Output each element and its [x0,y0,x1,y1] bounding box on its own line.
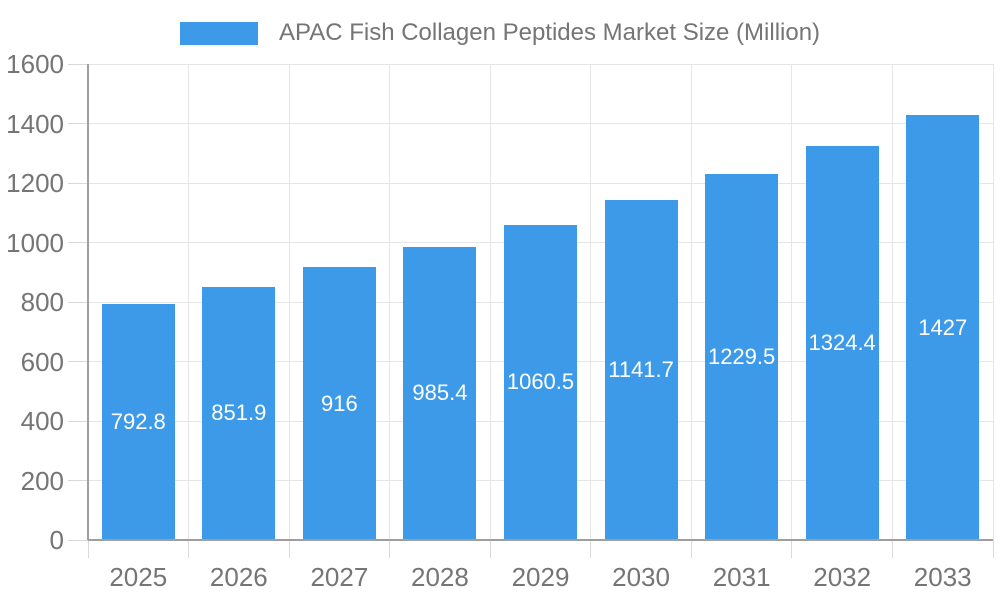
bar-value-label: 792.8 [110,409,166,435]
gridline-vertical [288,64,290,540]
y-tick-label: 400 [20,406,64,436]
gridline-horizontal [88,182,993,184]
bar [705,174,779,539]
x-tick-label: 2027 [310,562,369,592]
bar [202,286,276,539]
y-axis-line [87,64,89,540]
gridline-vertical [389,64,391,540]
x-tick-label: 2033 [913,562,972,592]
y-axis-tick [68,182,88,184]
x-axis-tick [590,540,592,558]
gridline-vertical [992,64,994,540]
y-tick-label: 1000 [6,227,64,258]
bar-value-label: 851.9 [211,400,267,426]
gridline-vertical [791,64,793,540]
bar-value-label: 1060.5 [506,369,575,395]
x-axis-tick [389,540,391,558]
bar [101,304,175,539]
y-axis-tick [68,242,88,243]
bar-value-label: 985.4 [412,380,468,406]
bar [805,145,879,539]
y-axis-tick [68,63,88,65]
bar-value-label: 1427 [918,314,968,340]
x-axis-tick [87,540,89,558]
x-axis-tick [489,540,491,558]
x-axis-tick [690,540,692,558]
gridline-horizontal [88,123,993,124]
y-tick-label: 200 [20,465,64,496]
gridline-vertical [188,64,190,540]
bar [504,224,577,539]
gridline-horizontal [88,63,993,65]
y-axis-tick [68,301,88,303]
bar [403,246,477,539]
bar [302,267,376,539]
y-tick-label: 1200 [6,168,64,198]
bar-value-label: 1229.5 [707,344,776,370]
y-axis-tick [68,539,88,541]
x-tick-label: 2029 [511,562,570,592]
gridline-vertical [590,64,592,540]
bar-value-label: 916 [321,390,358,416]
y-tick-label: 1600 [6,49,64,79]
bar [604,200,678,539]
x-tick-label: 2032 [813,562,872,592]
y-axis-tick [68,123,88,124]
y-axis-tick [68,420,88,422]
legend-swatch-icon[interactable] [179,21,258,45]
gridline-vertical [690,64,692,540]
bar-value-label: 1141.7 [608,357,674,383]
x-axis-tick [891,540,893,558]
y-tick-label: 0 [49,525,64,555]
bar-value-label: 1324.4 [808,329,876,355]
x-tick-label: 2026 [209,562,268,592]
x-axis-tick [288,540,290,558]
y-tick-label: 1400 [6,108,64,139]
x-axis-tick [188,540,190,558]
y-axis-tick [68,361,88,362]
y-axis-tick [68,480,88,481]
x-tick-label: 2025 [109,562,168,592]
legend[interactable]: APAC Fish Collagen Peptides Market Size … [0,19,1000,47]
x-tick-label: 2028 [411,562,469,592]
gridline-vertical [891,64,893,540]
x-tick-label: 2031 [712,562,771,592]
x-axis-tick [992,540,994,558]
gridline-vertical [489,64,491,540]
y-tick-label: 800 [20,287,64,317]
y-tick-label: 600 [20,346,64,377]
x-axis-line [88,539,993,541]
bar [906,115,980,539]
x-axis-tick [791,540,793,558]
x-tick-label: 2030 [612,562,670,592]
legend-label: APAC Fish Collagen Peptides Market Size … [278,19,821,46]
